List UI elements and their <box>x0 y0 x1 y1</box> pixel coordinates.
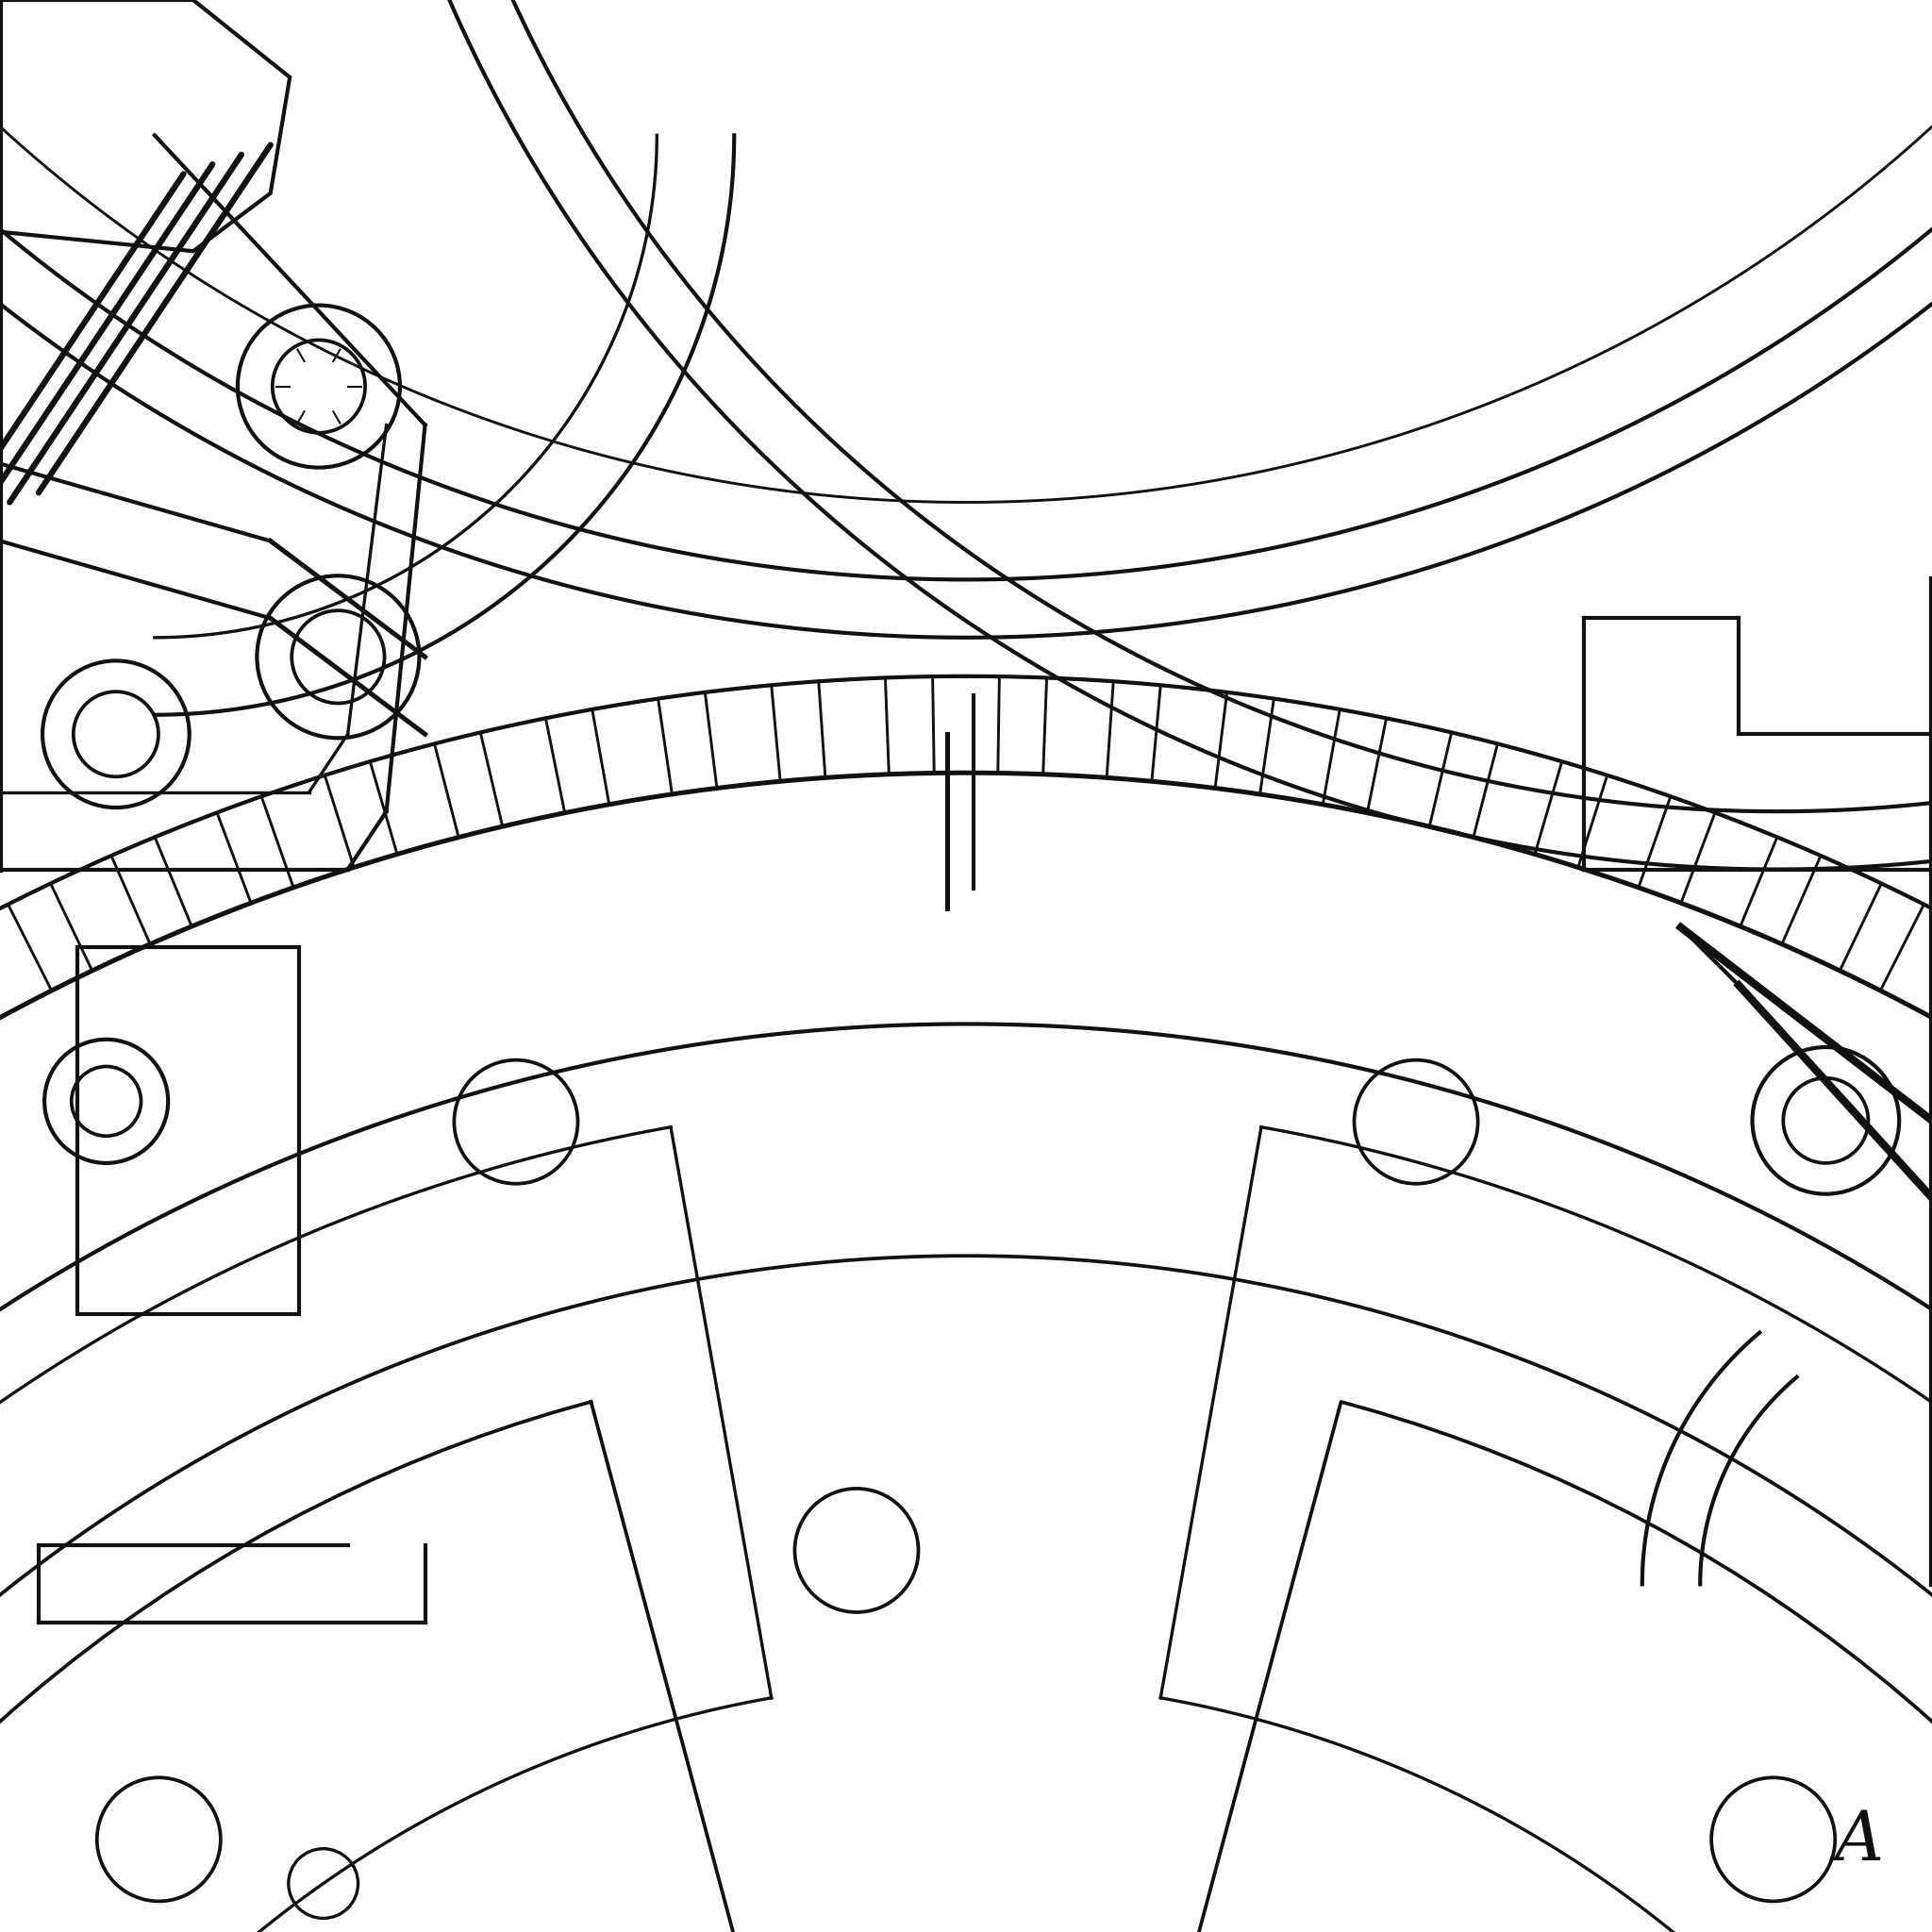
Text: A: A <box>1835 1808 1884 1874</box>
Bar <box>77 947 299 1314</box>
